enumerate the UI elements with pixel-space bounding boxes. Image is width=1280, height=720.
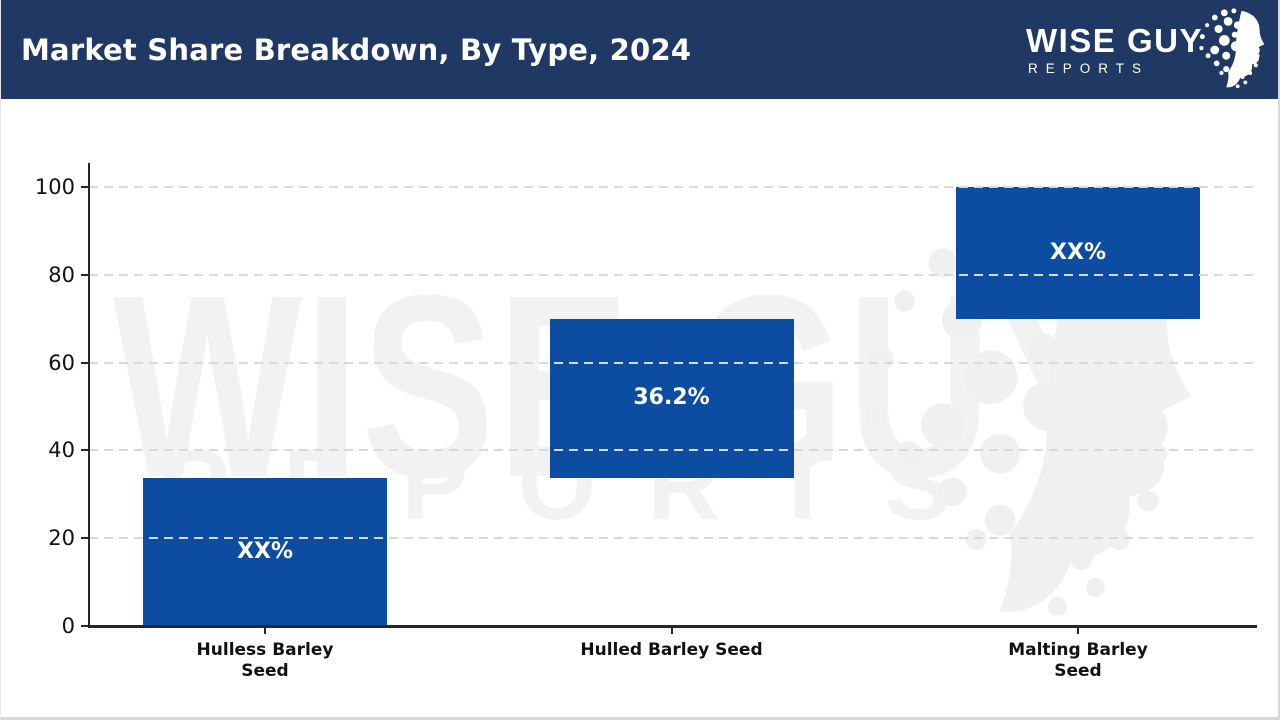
gridline-40 [89,449,1256,452]
y-axis-tick-label: 40 [48,438,75,463]
x-axis-tick [264,626,266,634]
bar-value-label: XX% [1050,239,1106,265]
bar-segment [143,477,387,626]
brand-logo: WISE GUY REPORTS [1026,6,1271,94]
gridline-80 [89,273,1256,276]
y-axis-tick [81,186,89,188]
page-title: Market Share Breakdown, By Type, 2024 [21,32,692,67]
brand-logo-text: WISE GUY REPORTS [1026,24,1203,76]
bar-value-label: 36.2% [633,385,710,411]
y-axis-tick-label: 20 [48,526,75,551]
x-axis-line [88,625,1257,628]
category-label: Hulled Barley Seed [580,640,763,660]
y-axis-tick [81,449,89,452]
y-axis-tick-label: 0 [61,614,75,638]
y-axis-tick [81,273,89,276]
category-label: Hulless Barley Seed [196,640,334,682]
gridline-100 [89,186,1256,188]
y-axis-tick [81,537,89,540]
y-axis-tick [81,361,89,364]
y-axis-tick-label: 60 [48,350,75,375]
y-axis-tick-label: 100 [34,175,75,199]
bar-segment [956,187,1200,319]
bar-value-label: XX% [237,538,293,564]
gridline-60 [89,361,1256,364]
y-axis-tick-label: 80 [48,262,75,287]
gridline-20 [89,537,1256,540]
head-profile-icon [1199,8,1265,89]
y-axis-line [88,163,90,628]
y-axis-tick [81,625,89,627]
x-axis-tick [670,626,673,634]
header-bar: Market Share Breakdown, By Type, 2024 WI… [1,0,1278,99]
brand-subname: REPORTS [1027,61,1149,76]
waterfall-chart: 0 20 40 60 80 100 XX% 36.2% XX% Hulless Barley Se… [1,99,1278,717]
x-axis-tick [1077,626,1079,634]
category-label: Malting Barley Seed [1008,640,1148,682]
brand-name: WISE GUY [1025,22,1203,59]
